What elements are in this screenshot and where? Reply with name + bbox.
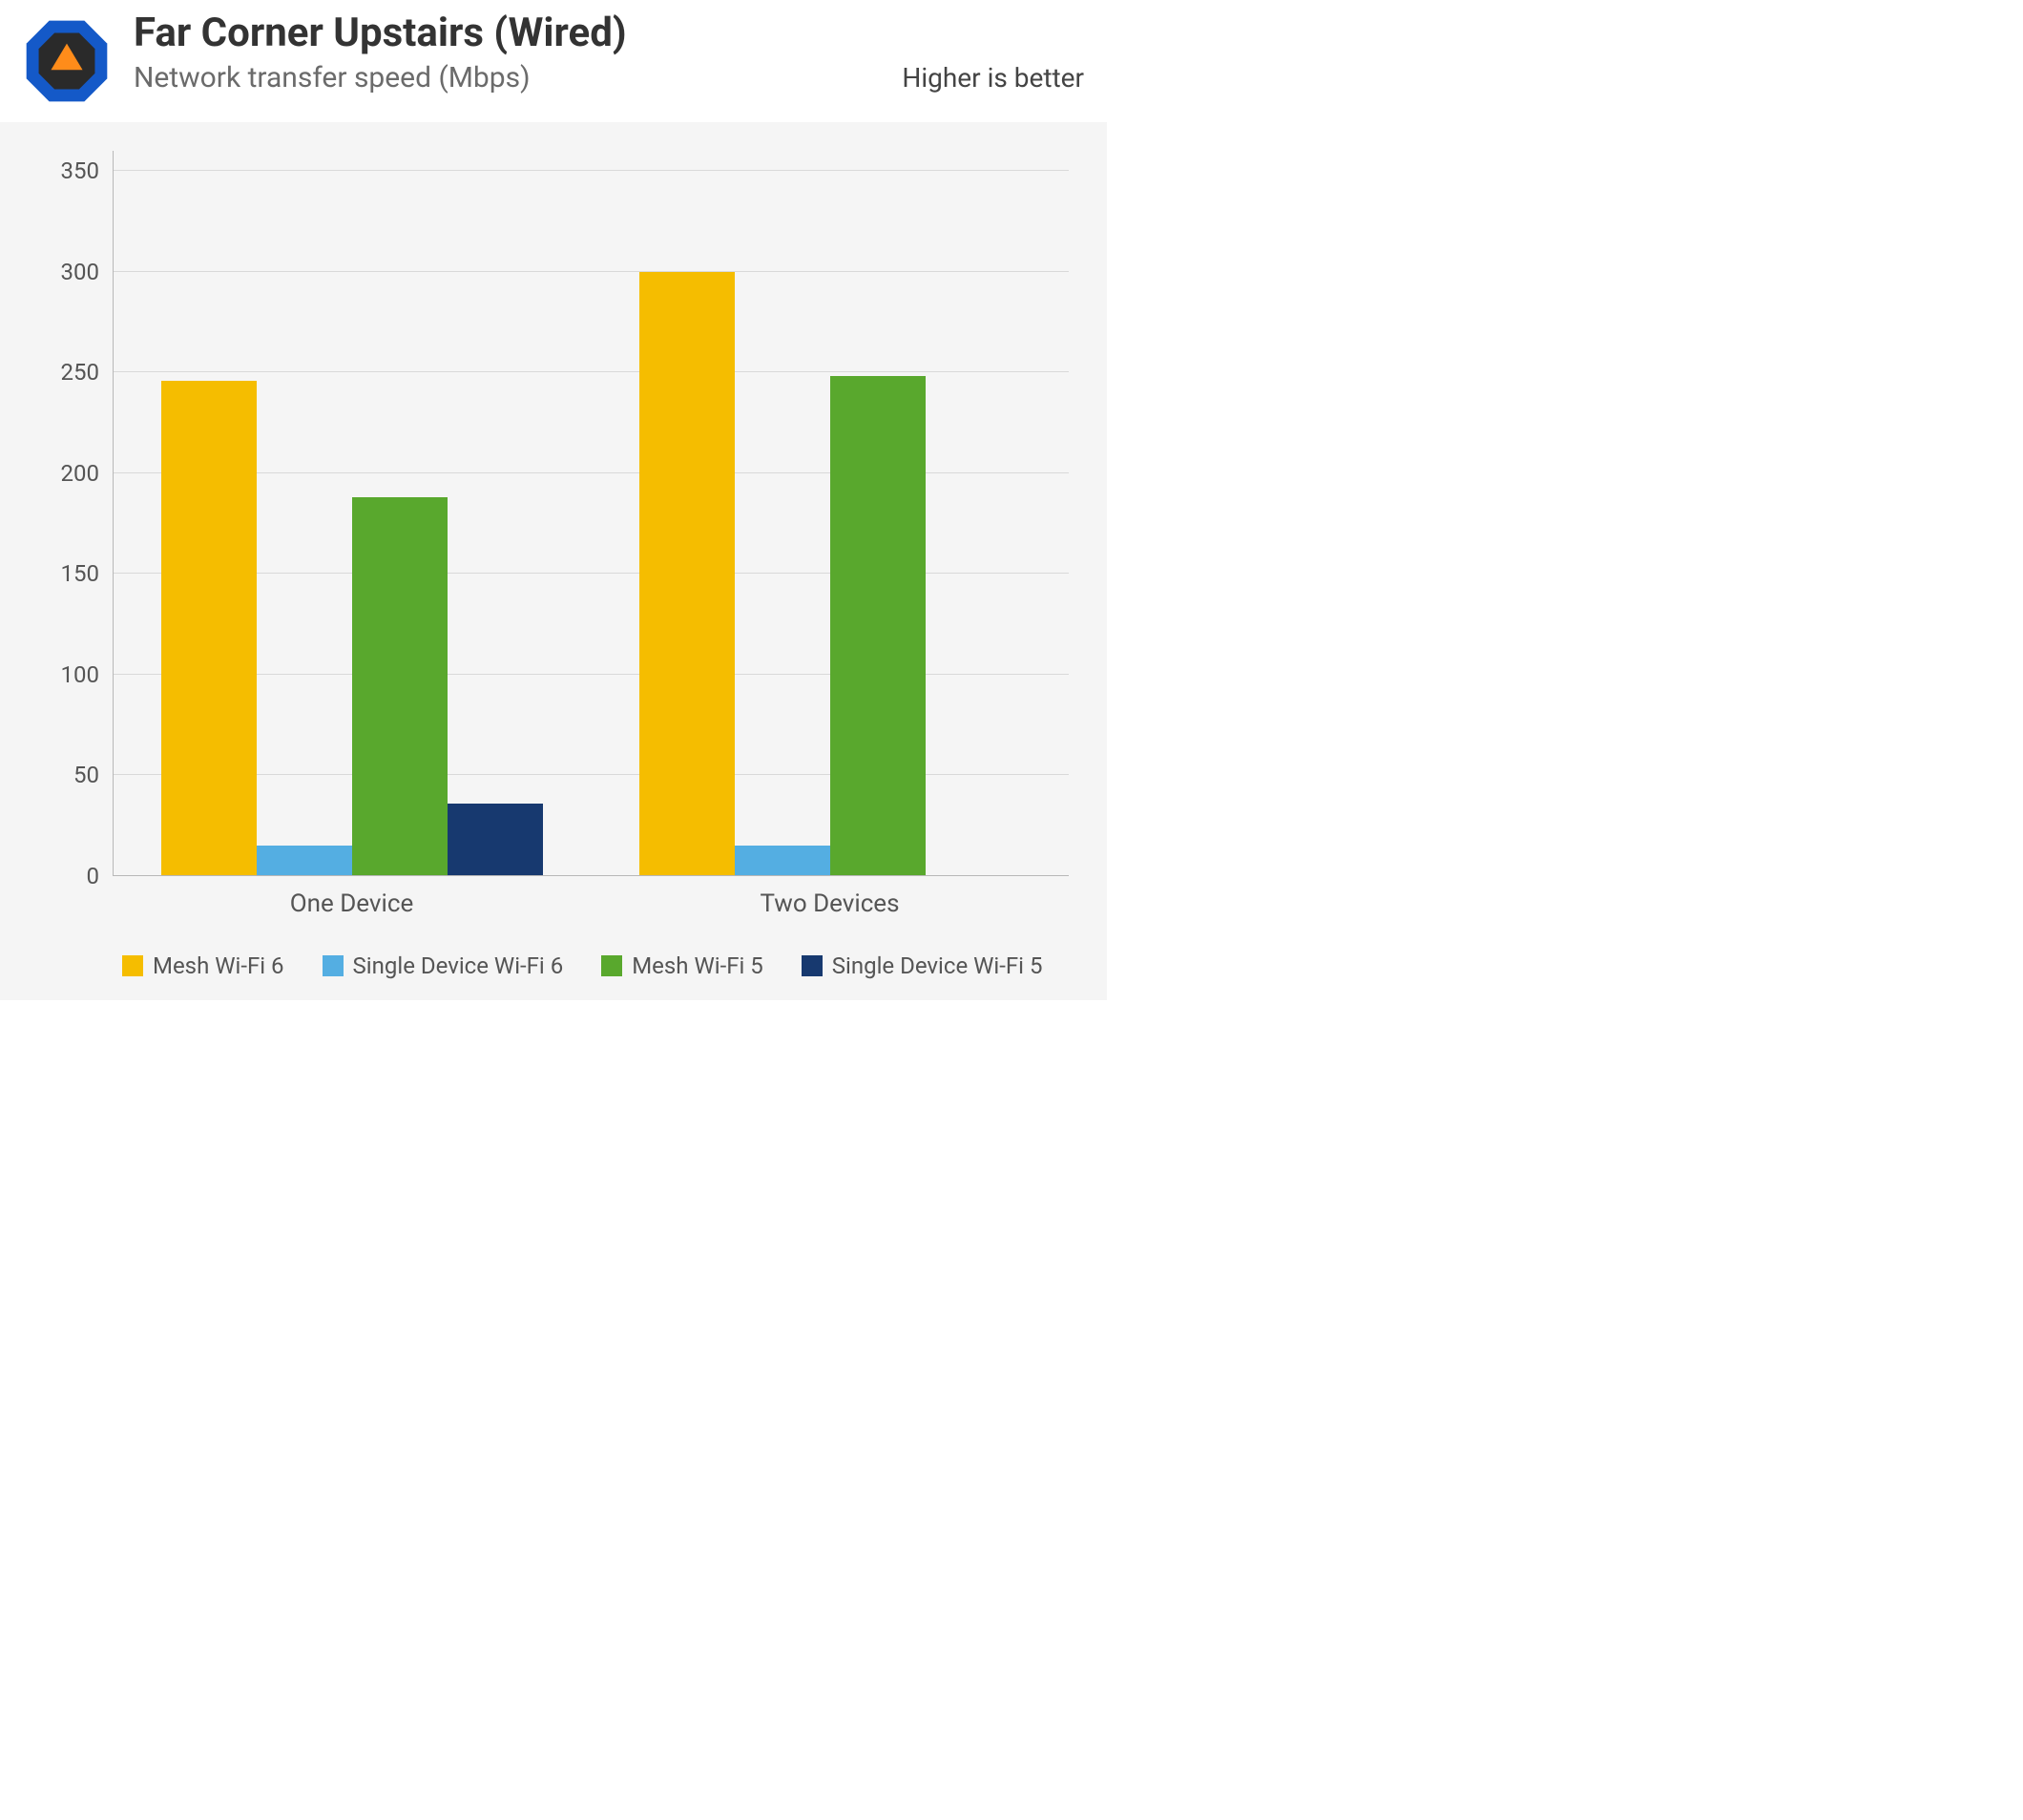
chart-title: Far Corner Upstairs (Wired) — [134, 11, 1084, 55]
legend-swatch — [323, 955, 344, 976]
legend-swatch — [802, 955, 823, 976]
bars-row — [114, 151, 1069, 876]
legend: Mesh Wi-Fi 6 Single Device Wi-Fi 6 Mesh Wi… — [113, 952, 1069, 987]
bar-group — [592, 151, 1070, 876]
title-block: Far Corner Upstairs (Wired) Network tran… — [134, 11, 1084, 94]
bar — [639, 272, 735, 876]
legend-item: Mesh Wi-Fi 5 — [601, 952, 763, 979]
legend-item: Single Device Wi-Fi 5 — [802, 952, 1043, 979]
legend-swatch — [122, 955, 143, 976]
bar — [448, 804, 543, 876]
chart-subtitle: Network transfer speed (Mbps) — [134, 61, 531, 94]
legend-item: Mesh Wi-Fi 6 — [122, 952, 284, 979]
x-axis-label: Two Devices — [591, 889, 1069, 918]
y-axis: 050100150200250300350 — [38, 151, 113, 876]
bar — [161, 381, 257, 876]
x-axis-label: One Device — [113, 889, 591, 918]
y-tick-label: 0 — [42, 863, 99, 889]
legend-label: Mesh Wi-Fi 6 — [153, 952, 284, 979]
y-tick-label: 250 — [42, 359, 99, 386]
y-tick-label: 200 — [42, 460, 99, 487]
bar-group — [114, 151, 592, 876]
y-tick-label: 50 — [42, 762, 99, 788]
brand-logo-icon — [23, 17, 111, 109]
legend-label: Single Device Wi-Fi 5 — [832, 952, 1043, 979]
legend-label: Mesh Wi-Fi 5 — [632, 952, 763, 979]
chart-hint: Higher is better — [902, 62, 1084, 94]
bar — [830, 376, 926, 876]
y-tick-label: 150 — [42, 560, 99, 587]
y-tick-label: 350 — [42, 157, 99, 184]
bar — [257, 846, 352, 876]
plot-inner: 050100150200250300350 — [38, 151, 1069, 876]
y-tick-label: 300 — [42, 259, 99, 285]
legend-swatch — [601, 955, 622, 976]
chart-header: Far Corner Upstairs (Wired) Network tran… — [0, 0, 1107, 122]
x-axis-baseline — [114, 875, 1069, 876]
legend-item: Single Device Wi-Fi 6 — [323, 952, 564, 979]
y-tick-label: 100 — [42, 661, 99, 688]
bar — [735, 846, 830, 876]
x-axis-labels: One DeviceTwo Devices — [113, 889, 1069, 918]
chart-container: Far Corner Upstairs (Wired) Network tran… — [0, 0, 1107, 1000]
bar — [352, 497, 448, 876]
plot-area: 0 50 100 150 200 250 300 350 One DeviceTwo Devi… — [0, 122, 1107, 1000]
legend-label: Single Device Wi-Fi 6 — [353, 952, 564, 979]
grid-area — [113, 151, 1069, 876]
subtitle-row: Network transfer speed (Mbps) Higher is … — [134, 61, 1084, 94]
